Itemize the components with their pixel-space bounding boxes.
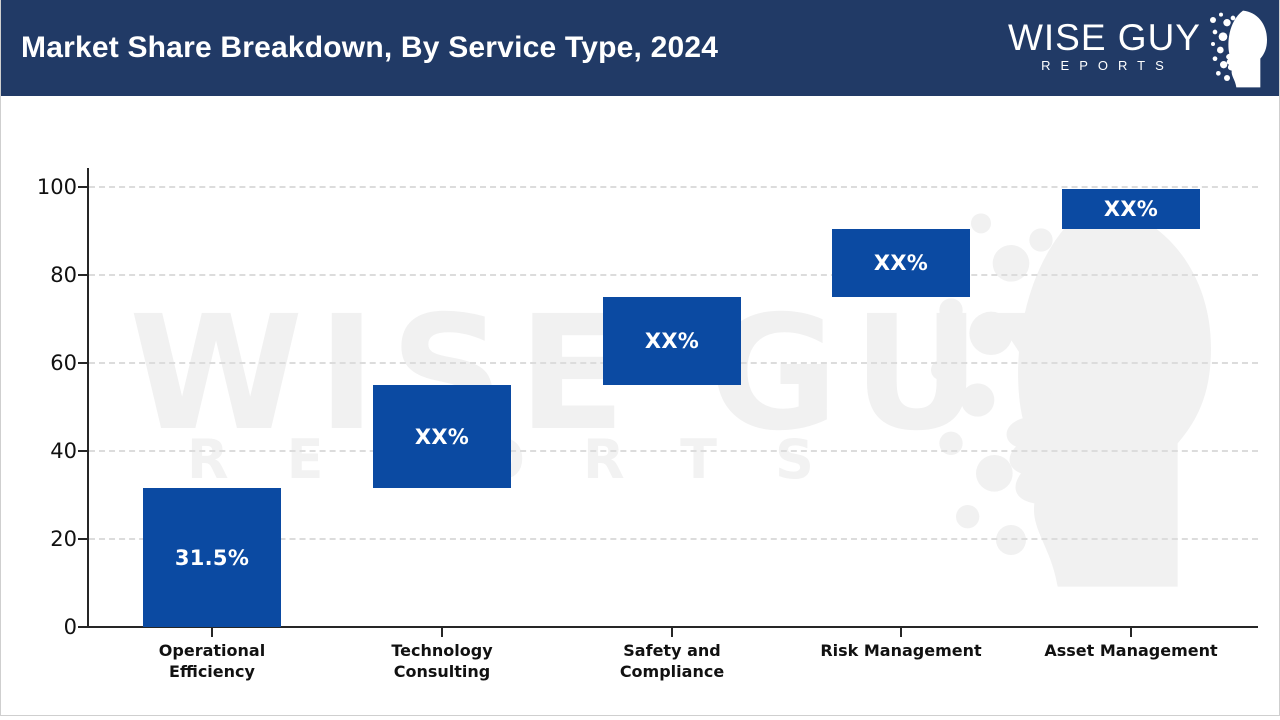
x-category-label: Operational Efficiency [102, 640, 322, 682]
logo-brand-sub: REPORTS [1041, 58, 1174, 73]
gridline-y20 [89, 538, 1258, 540]
bar-safety-and-compliance: XX% [603, 297, 741, 385]
y-tick-mark-100 [78, 186, 87, 188]
x-category-label-line: Efficiency [169, 662, 255, 681]
x-category-label-line: Consulting [393, 662, 491, 681]
x-tick-mark-3 [900, 628, 902, 637]
y-tick-mark-60 [78, 362, 87, 364]
y-tick-mark-20 [78, 538, 87, 540]
wiseguy-logo: WISE GUY REPORTS [993, 6, 1273, 90]
y-tick-label-100: 100 [36, 175, 77, 199]
x-axis-line [87, 626, 1258, 628]
y-tick-label-0: 0 [63, 615, 77, 639]
gridline-y40 [89, 450, 1258, 452]
y-tick-mark-40 [78, 450, 87, 452]
wiseguy-logo-text: WISE GUY REPORTS [1008, 18, 1201, 74]
x-tick-mark-1 [441, 628, 443, 637]
bar-value-label: 31.5% [174, 545, 250, 570]
x-category-label: Safety and Compliance [562, 640, 782, 682]
y-tick-label-80: 80 [50, 263, 77, 287]
x-tick-mark-4 [1130, 628, 1132, 637]
bar-value-label: XX% [873, 250, 929, 275]
bar-value-label: XX% [644, 329, 700, 353]
x-category-label: Technology Consulting [332, 640, 552, 682]
bar-asset-management: XX% [1062, 189, 1200, 229]
y-tick-label-40: 40 [50, 439, 77, 463]
logo-brand-name: WISE GUY [1007, 17, 1201, 58]
bar-value-label: XX% [1103, 196, 1159, 221]
y-tick-label-20: 20 [50, 527, 77, 551]
gridline-y100 [89, 186, 1258, 188]
x-category-label-line: Safety and [623, 641, 721, 660]
x-category-label-line: Asset Management [1044, 641, 1218, 660]
header-bar: Market Share Breakdown, By Service Type,… [1, 0, 1279, 96]
gridline-y80 [89, 274, 1258, 276]
x-tick-mark-0 [211, 628, 213, 637]
x-category-label: Risk Management [791, 640, 1011, 661]
bar-technology-consulting: XX% [373, 385, 511, 489]
x-category-label-line: Operational [158, 641, 266, 660]
watermark-text-line2: REPORTS [187, 428, 872, 491]
y-axis-line [87, 168, 89, 627]
wiseguy-face-logo-icon [1210, 10, 1267, 88]
page-title: Market Share Breakdown, By Service Type,… [21, 31, 719, 64]
x-category-label: Asset Management [1021, 640, 1241, 661]
x-category-label-line: Technology [391, 641, 493, 660]
y-tick-mark-80 [78, 274, 87, 276]
x-category-label-line: Risk Management [820, 641, 982, 660]
bar-value-label: XX% [414, 424, 470, 449]
y-tick-label-60: 60 [50, 351, 77, 375]
x-category-label-line: Compliance [619, 662, 725, 681]
x-tick-mark-2 [671, 628, 673, 637]
bar-risk-management: XX% [832, 228, 970, 297]
y-tick-mark-0 [78, 626, 87, 628]
bar-operational-efficiency: 31.5% [143, 488, 281, 627]
